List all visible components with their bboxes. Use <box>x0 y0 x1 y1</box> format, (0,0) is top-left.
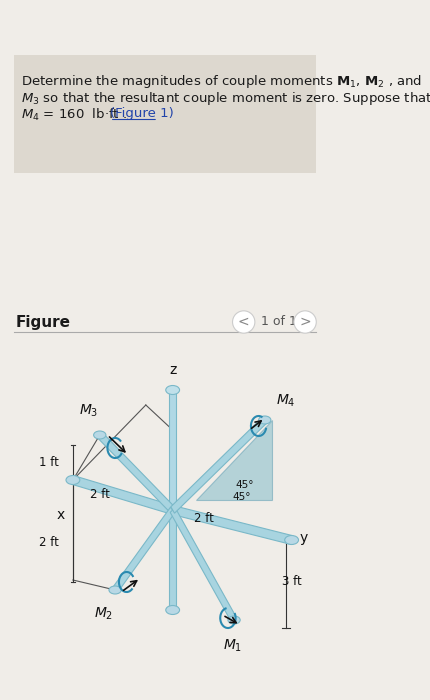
Ellipse shape <box>228 616 240 624</box>
Text: <: < <box>238 315 249 329</box>
Text: Determine the magnitudes of couple moments $\mathbf{M}_1$, $\mathbf{M}_2$ , and: Determine the magnitudes of couple momen… <box>22 73 423 90</box>
Text: $M_2$: $M_2$ <box>94 606 113 622</box>
Text: 1 ft: 1 ft <box>39 456 59 468</box>
Text: $M_3$: $M_3$ <box>79 403 98 419</box>
Text: z: z <box>169 363 176 377</box>
Text: $M_1$: $M_1$ <box>223 638 242 655</box>
Polygon shape <box>169 390 176 510</box>
Polygon shape <box>170 508 236 622</box>
Polygon shape <box>171 416 267 513</box>
Ellipse shape <box>258 416 271 424</box>
Text: $M_4$ = 160  lb·ft .: $M_4$ = 160 lb·ft . <box>22 107 129 123</box>
Polygon shape <box>98 432 175 513</box>
FancyBboxPatch shape <box>14 55 316 173</box>
Polygon shape <box>172 505 292 545</box>
Ellipse shape <box>166 386 180 395</box>
Polygon shape <box>72 475 173 514</box>
Text: x: x <box>57 508 65 522</box>
Text: 2 ft: 2 ft <box>39 536 59 549</box>
Text: 45°: 45° <box>233 492 251 502</box>
Polygon shape <box>196 420 273 500</box>
Text: 1 of 1: 1 of 1 <box>261 315 297 328</box>
Polygon shape <box>113 508 175 593</box>
Ellipse shape <box>66 475 80 484</box>
Ellipse shape <box>94 431 106 439</box>
Text: 45°: 45° <box>236 480 254 490</box>
Polygon shape <box>169 510 176 610</box>
Ellipse shape <box>109 586 121 594</box>
Text: 2 ft: 2 ft <box>194 512 214 524</box>
Text: (Figure 1): (Figure 1) <box>110 107 173 120</box>
Text: 2 ft: 2 ft <box>90 488 110 501</box>
Text: Figure: Figure <box>15 315 71 330</box>
Text: y: y <box>299 531 307 545</box>
Text: $M_4$: $M_4$ <box>276 393 296 410</box>
Text: $M_3$ so that the resultant couple moment is zero. Suppose that: $M_3$ so that the resultant couple momen… <box>22 90 430 107</box>
Text: 3 ft: 3 ft <box>282 575 301 588</box>
Text: >: > <box>299 315 311 329</box>
Ellipse shape <box>166 606 180 615</box>
Ellipse shape <box>285 536 298 545</box>
